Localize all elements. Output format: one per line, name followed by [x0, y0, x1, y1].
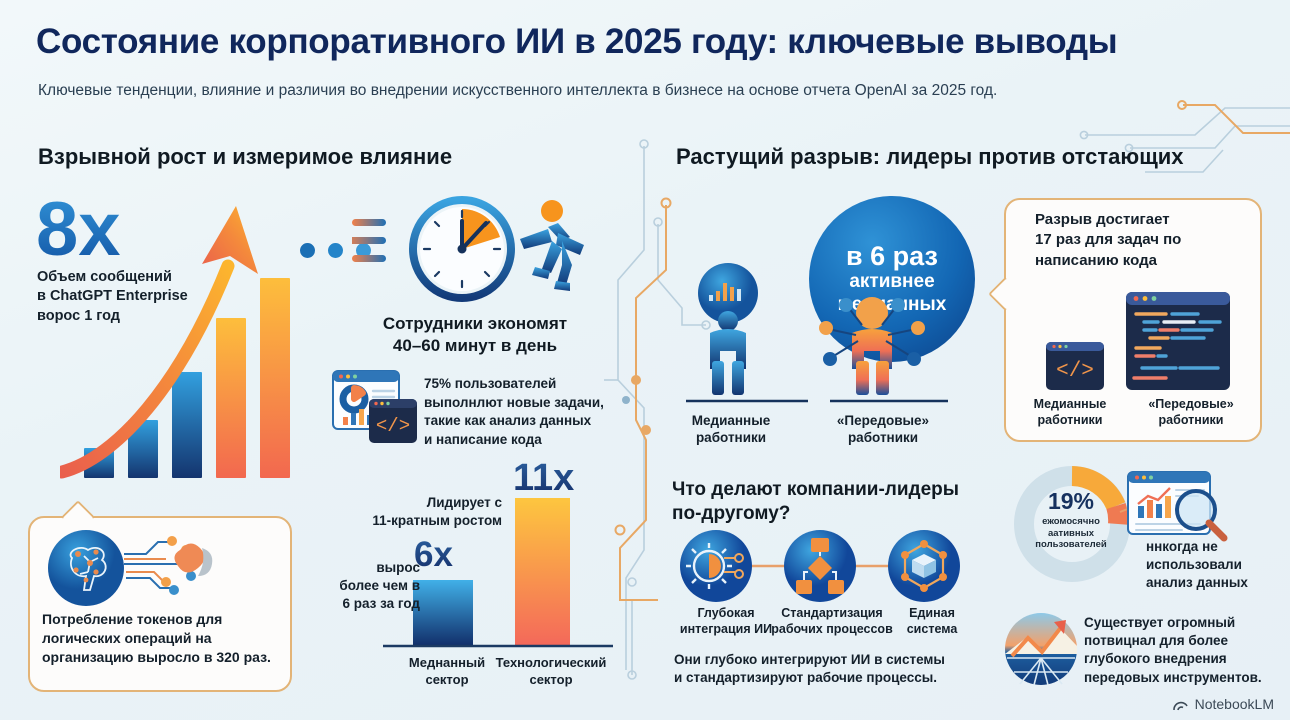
leader-practices-icons	[680, 530, 960, 602]
sector-axis-label-tech: Технологический сектор	[495, 655, 607, 687]
donut-caption: ежомосячно аативных пользователей	[1035, 516, 1107, 551]
leader-label-1: Глубокая интеграция ИИ	[679, 606, 773, 636]
leaders-question: Что делают компании-лидеры по-другому?	[672, 479, 959, 525]
worker-label-median: Медианные работники	[691, 413, 771, 446]
watermark: NotebookLM	[1172, 696, 1274, 712]
brain-network-icon	[48, 530, 213, 606]
watermark-label: NotebookLM	[1194, 696, 1274, 712]
leaders-note: Они глубоко интегрируют ИИ в системы и с…	[674, 652, 945, 686]
clock-runner-icon	[352, 196, 584, 302]
dashboard-code-icon: </>	[332, 370, 417, 443]
sector-value-median: 6x	[414, 535, 453, 574]
coding-gap-text: Разрыв достигает 17 раз для задач по нап…	[1035, 211, 1182, 269]
metric-8x-caption: Объем сообщений в ChatGPT Enterprise вор…	[37, 269, 188, 324]
data-analysis-magnifier-icon	[1127, 471, 1228, 542]
gap-label-frontier: «Передовые» работники	[1148, 397, 1234, 427]
sector-value-tech: 11x	[513, 457, 575, 499]
page-title: Состояние корпоративного ИИ в 2025 году:…	[36, 22, 1118, 61]
potential-text: Существует огромный потвицнал для более …	[1084, 615, 1262, 685]
leader-label-2: Стандартизация рабочих процессов	[771, 606, 893, 636]
worker-comparison-figures	[686, 263, 948, 403]
metric-8x: 8x	[36, 187, 121, 272]
donut-note: ннкогда не использовали анализ данных	[1146, 539, 1248, 591]
gap-label-median: Медианные работники	[1033, 397, 1107, 427]
svg-text:</>: </>	[376, 415, 410, 437]
leader-label-3: Единая система	[906, 606, 958, 636]
clock-caption: Сотрудники экономят 40–60 минут в день	[382, 314, 568, 356]
section-heading-right: Растущий разрыв: лидеры против отстающих	[676, 144, 1184, 169]
worker-label-frontier: «Передовые» работники	[836, 413, 930, 446]
decorative-dots-icon	[300, 243, 371, 258]
pct75-text: 75% пользователей выполнлют новые задачи…	[424, 376, 604, 447]
page-subtitle: Ключевые тенденции, влияние и различия в…	[38, 82, 998, 99]
sector-bar-chart	[383, 498, 613, 648]
sector-note-tech: Лидирует с 11-кратным ростом	[372, 495, 502, 528]
code-window-comparison-icon: </>	[1046, 292, 1230, 390]
growth-bar-chart	[60, 206, 290, 479]
svg-text:</>: </>	[1056, 360, 1094, 383]
sector-note-median: вырос более чем в 6 раз за год	[339, 560, 420, 611]
growth-potential-icon	[1005, 613, 1077, 686]
circle-line-1: в 6 раз	[846, 240, 938, 271]
donut-chart-19pct	[1014, 466, 1140, 582]
section-heading-left: Взрывной рост и измеримое влияние	[38, 144, 453, 169]
circle-line-2: активнее	[849, 271, 935, 293]
donut-percent: 19%	[1047, 488, 1095, 514]
notebooklm-icon	[1172, 701, 1188, 710]
sector-axis-label-median: Меднанный сектор	[408, 655, 486, 687]
token-consumption-text: Потребление токенов для логических опера…	[42, 611, 271, 666]
donut-center-label: 19% ежомосячно аативных пользователей	[1024, 490, 1118, 551]
